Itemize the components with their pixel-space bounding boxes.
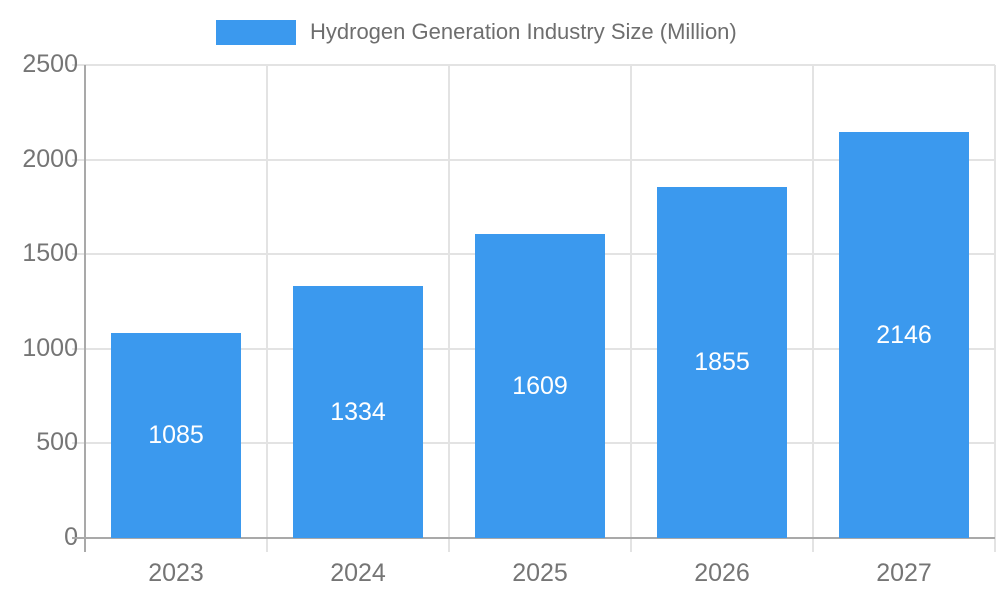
x-tick-label: 2023: [148, 559, 204, 587]
legend-label: Hydrogen Generation Industry Size (Milli…: [310, 19, 737, 44]
bar-2024[interactable]: 1334: [293, 286, 423, 538]
y-tick-label: 1500: [22, 239, 78, 267]
x-axis-line: [72, 537, 995, 539]
grid-line-vertical: [448, 65, 450, 552]
grid-line-horizontal: [72, 159, 995, 161]
y-tick-label: 2000: [22, 145, 78, 173]
grid-line-vertical: [812, 65, 814, 552]
bar-value-label: 1334: [330, 397, 386, 426]
y-tick-label: 500: [36, 428, 78, 456]
bar-2023[interactable]: 1085: [111, 333, 241, 538]
grid-line-horizontal: [72, 64, 995, 66]
x-tick-label: 2024: [330, 559, 386, 587]
x-tick-label: 2027: [876, 559, 932, 587]
x-tick-label: 2025: [512, 559, 568, 587]
legend-swatch-icon: [216, 19, 296, 45]
grid-line-vertical: [630, 65, 632, 552]
bar-2027[interactable]: 2146: [839, 132, 969, 538]
y-tick-label: 2500: [22, 50, 78, 78]
bar-value-label: 1855: [694, 348, 750, 376]
y-axis-line: [84, 65, 86, 552]
bar-2026[interactable]: 1855: [657, 187, 787, 538]
bar-value-label: 1609: [512, 371, 568, 400]
grid-line-vertical: [266, 65, 268, 552]
bar-2025[interactable]: 1609: [475, 234, 605, 538]
x-tick-label: 2026: [694, 559, 750, 587]
y-tick-label: 1000: [22, 334, 78, 362]
grid-line-vertical: [994, 65, 996, 552]
y-tick-label: 0: [8, 525, 78, 550]
bar-value-label: 2146: [876, 320, 932, 349]
bar-value-label: 1085: [148, 421, 204, 449]
legend-item[interactable]: Hydrogen Generation Industry Size (Milli…: [216, 19, 737, 45]
